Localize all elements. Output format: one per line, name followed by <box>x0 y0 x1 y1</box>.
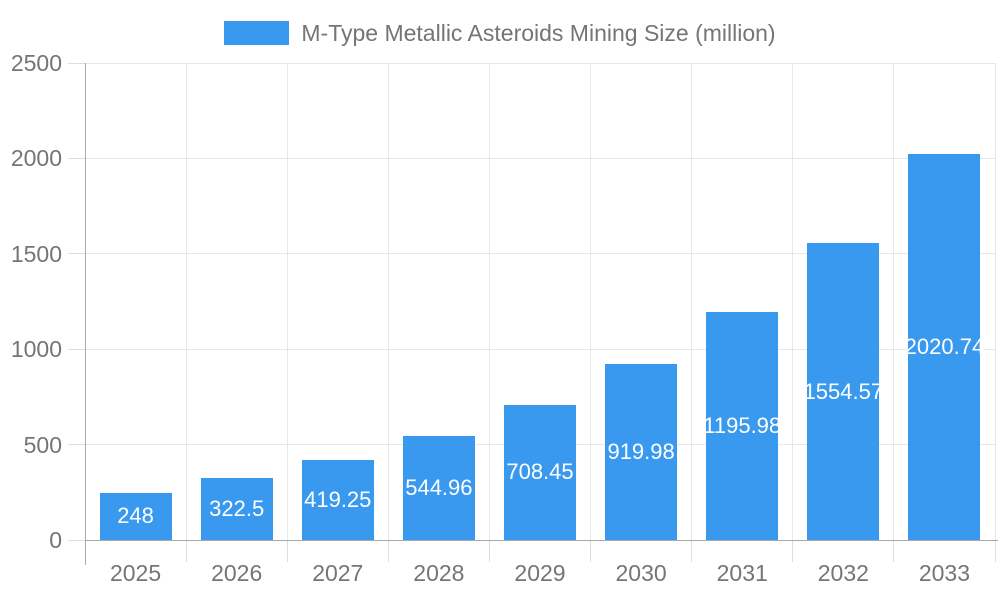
gridline-vertical <box>792 63 794 540</box>
y-axis-label: 500 <box>23 431 62 458</box>
x-axis-tick <box>590 540 592 562</box>
x-axis-label: 2033 <box>918 560 971 586</box>
x-axis-tick <box>893 540 895 562</box>
gridline-vertical <box>994 63 996 540</box>
y-axis-label: 0 <box>49 527 62 553</box>
bar-value-label: 322.5 <box>209 496 265 522</box>
x-axis-tick <box>792 540 794 562</box>
y-axis-tick <box>68 253 85 255</box>
bar: 2020.74 <box>905 154 984 540</box>
x-axis-tick <box>691 540 693 562</box>
gridline-vertical <box>387 63 389 540</box>
x-axis-label: 2030 <box>615 560 667 586</box>
y-axis-label: 1000 <box>10 336 62 363</box>
gridline-horizontal <box>85 62 995 64</box>
gridline-horizontal <box>85 348 995 350</box>
bar: 1195.98 <box>703 311 782 540</box>
x-axis-label: 2028 <box>413 560 465 586</box>
bar-value-label: 1554.57 <box>803 378 884 404</box>
x-axis-label: 2027 <box>312 560 364 586</box>
x-axis-line <box>85 540 998 541</box>
bar-value-label: 919.98 <box>607 439 675 465</box>
bar: 708.45 <box>504 404 576 540</box>
x-axis-tick <box>994 540 996 562</box>
x-axis-label: 2029 <box>514 560 566 586</box>
gridline-vertical <box>488 63 490 540</box>
bar: 1554.57 <box>804 243 883 540</box>
y-axis-label: 2000 <box>10 145 62 172</box>
x-axis-label: 2031 <box>716 560 768 586</box>
y-axis-tick <box>68 348 85 350</box>
gridline-vertical <box>893 63 895 540</box>
bar-value-label: 419.25 <box>304 487 372 512</box>
bar-value-label: 708.45 <box>506 459 574 485</box>
bar-value-label: 2020.74 <box>904 334 985 360</box>
bar-value-label: 544.96 <box>405 475 473 501</box>
gridline-horizontal <box>85 253 995 255</box>
y-axis-tick <box>68 157 85 159</box>
y-axis-tick <box>68 62 85 64</box>
x-axis-tick <box>488 540 490 562</box>
y-axis-line <box>85 63 86 565</box>
y-axis-tick <box>68 539 85 541</box>
legend-swatch <box>224 21 290 45</box>
y-axis-tick <box>68 444 85 446</box>
y-axis-label: 1500 <box>10 240 62 267</box>
bar-value-label: 248 <box>117 503 154 529</box>
bar: 919.98 <box>605 364 678 540</box>
x-axis-label: 2032 <box>817 560 869 586</box>
x-axis-label: 2026 <box>211 560 263 586</box>
gridline-vertical <box>286 63 288 540</box>
x-axis-tick <box>387 540 389 562</box>
bar: 322.5 <box>200 478 273 540</box>
bar-value-label: 1195.98 <box>703 412 782 438</box>
legend-label: M-Type Metallic Asteroids Mining Size (m… <box>301 19 776 46</box>
x-axis-tick <box>286 540 288 562</box>
gridline-vertical <box>691 63 693 540</box>
plot-area: 0 500 1000 1500 2000 2500 248 2025 322.5 2026 419.… <box>11 51 998 586</box>
x-axis-label: 2025 <box>109 560 162 586</box>
gridline-vertical <box>185 63 187 540</box>
gridline-horizontal <box>85 157 995 159</box>
legend-item[interactable]: M-Type Metallic Asteroids Mining Size (m… <box>0 20 1000 46</box>
bar: 544.96 <box>402 436 475 540</box>
y-axis-label: 2500 <box>10 50 62 76</box>
bar: 248 <box>99 492 172 540</box>
bar: 419.25 <box>301 460 374 540</box>
gridline-vertical <box>590 63 592 540</box>
x-axis-tick <box>185 540 187 562</box>
